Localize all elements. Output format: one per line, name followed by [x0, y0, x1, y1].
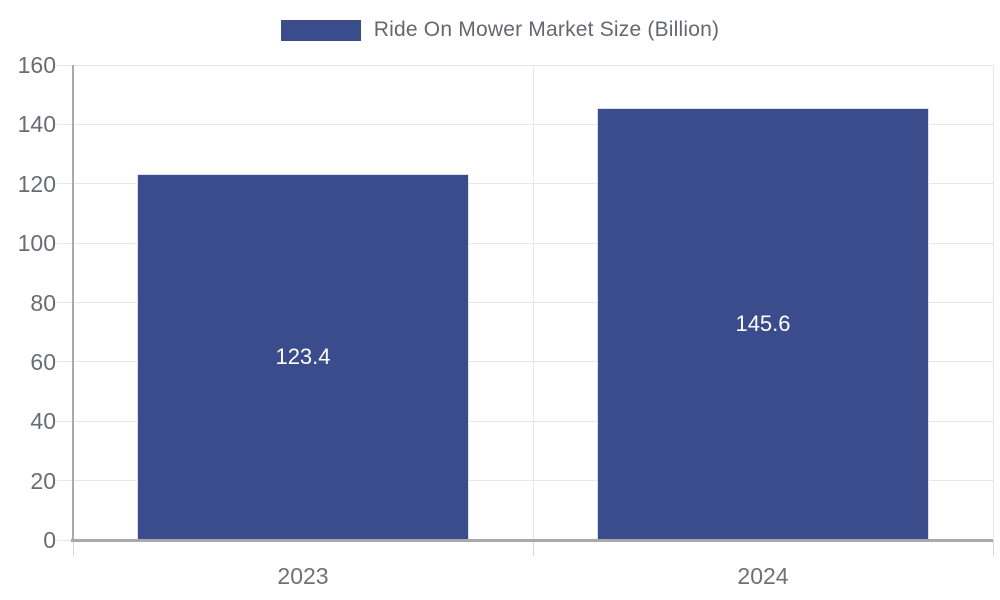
y-tick — [57, 183, 73, 185]
category-boundary-gridline — [532, 65, 534, 540]
x-axis-line — [71, 539, 993, 542]
bar-value-label: 145.6 — [735, 311, 791, 337]
y-tick — [57, 539, 73, 541]
y-tick-label: 160 — [17, 52, 56, 78]
y-tick — [57, 242, 73, 244]
y-tick — [57, 361, 73, 363]
bar-value-label: 123.4 — [275, 344, 331, 370]
y-tick-label: 100 — [17, 230, 56, 257]
y-tick-label: 20 — [30, 467, 56, 494]
y-tick — [57, 302, 73, 303]
legend-swatch — [280, 19, 361, 41]
y-tick-label: 80 — [30, 289, 56, 316]
bar-2024[interactable]: 145.6 — [597, 107, 929, 540]
y-tick — [57, 420, 73, 422]
x-tick — [532, 540, 534, 556]
y-tick-label: 140 — [17, 111, 56, 138]
category-boundary-gridline — [992, 65, 994, 540]
y-tick — [57, 480, 73, 482]
x-tick — [72, 540, 74, 556]
x-tick-label-2024: 2024 — [737, 563, 789, 589]
y-tick-label: 120 — [17, 170, 56, 197]
legend[interactable]: Ride On Mower Market Size (Billion) — [0, 18, 1000, 42]
y-tick-label: 40 — [30, 408, 56, 435]
bar-2023[interactable]: 123.4 — [137, 173, 469, 540]
legend-label: Ride On Mower Market Size (Billion) — [373, 18, 720, 41]
y-tick — [57, 123, 73, 125]
x-tick-label-2023: 2023 — [277, 563, 329, 589]
y-tick-label: 0 — [43, 527, 56, 553]
y-tick-label: 60 — [30, 348, 56, 375]
x-tick — [992, 540, 994, 556]
y-axis-line — [72, 65, 74, 540]
y-tick — [57, 64, 73, 66]
